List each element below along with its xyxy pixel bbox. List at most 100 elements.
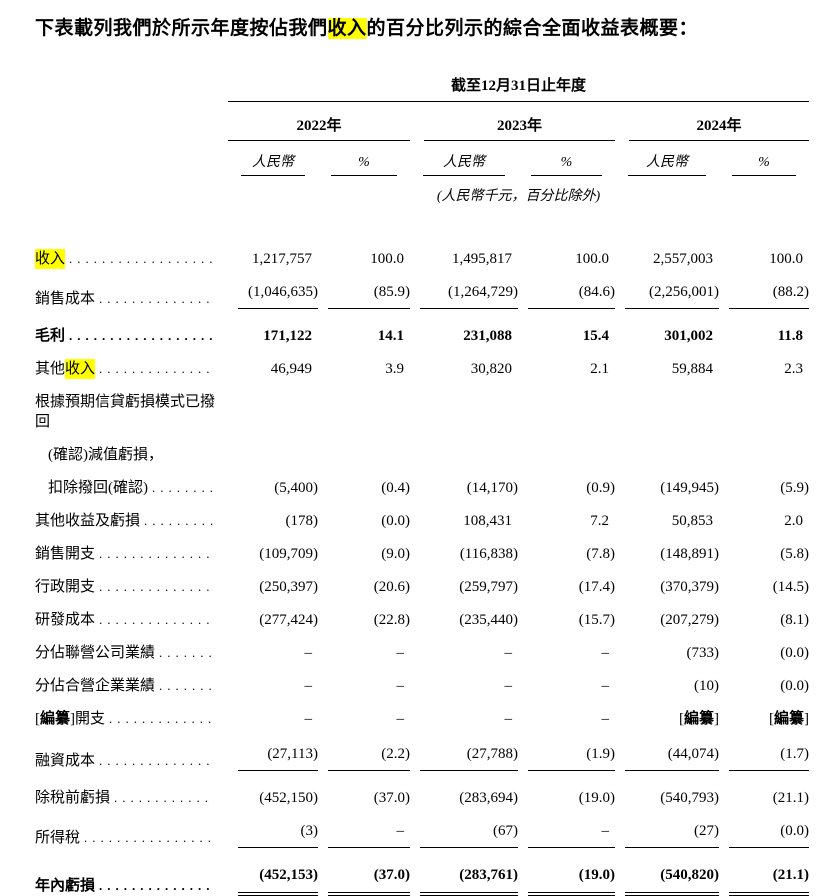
col-header-rmb: 人民幣 xyxy=(410,151,518,176)
table-cell: (19.0) xyxy=(578,790,615,806)
table-cell: (44,074) xyxy=(615,744,719,771)
table-cell: (9.0) xyxy=(381,546,410,562)
table-cell: (540,820) xyxy=(615,865,719,896)
table-cell: – xyxy=(396,678,405,694)
table-cell: – xyxy=(396,711,405,727)
dot-leader: ........................................… xyxy=(159,645,214,660)
table-cell: (3) xyxy=(228,821,318,848)
table-cell: (148,891) xyxy=(660,546,719,562)
table-cell: (235,440) xyxy=(459,612,518,628)
table-cell: (2.2) xyxy=(318,744,410,771)
row-label: 扣除撥回(確認)................................… xyxy=(35,478,228,498)
table-cell: (0.0) xyxy=(719,821,809,848)
table-cell: (37.0) xyxy=(318,865,410,896)
table-cell: – xyxy=(304,711,313,727)
table-cell: 231,088 xyxy=(463,328,512,344)
redaction-marker: 編纂 xyxy=(683,711,714,727)
row-label: 行政開支....................................… xyxy=(35,579,214,595)
table-cell: (27,113) xyxy=(228,744,318,771)
table-row: 收入......................................… xyxy=(35,249,832,269)
table-cell: (1,046,635) xyxy=(228,282,318,309)
table-cell: 50,853 xyxy=(671,513,713,529)
table-cell: (7.8) xyxy=(586,546,615,562)
table-cell: 1,217,757 xyxy=(252,251,312,267)
redaction-marker: 編纂 xyxy=(773,711,804,727)
table-cell: 301,002 xyxy=(664,328,713,344)
table-cell: (277,424) xyxy=(259,612,318,628)
table-cell: (37.0) xyxy=(373,790,410,806)
row-label: 除稅前虧損...................................… xyxy=(35,790,214,806)
table-cell: (17.4) xyxy=(578,579,615,595)
dot-leader: ........................................… xyxy=(99,361,214,376)
table-cell: (27) xyxy=(615,821,719,848)
table-cell: 100.0 xyxy=(370,251,404,267)
table-cell: 30,820 xyxy=(470,361,512,377)
table-cell: 59,884 xyxy=(671,361,713,377)
table-cell: (109,709) xyxy=(259,546,318,562)
table-cell: (0.9) xyxy=(586,480,615,496)
table-row: 銷售開支....................................… xyxy=(35,544,832,564)
col-header-pct: % xyxy=(318,155,410,176)
table-cell: 108,431 xyxy=(463,513,512,529)
row-label: 研發成本....................................… xyxy=(35,612,214,628)
table-cell: (14,170) xyxy=(466,480,518,496)
table-row: 毛利......................................… xyxy=(35,326,832,346)
row-label: 毛利......................................… xyxy=(35,326,228,346)
unit-note: (人民幣千元，百分比除外) xyxy=(436,189,601,204)
table-cell: 2.0 xyxy=(784,513,803,529)
table-row: 其他收入....................................… xyxy=(35,359,832,379)
table-row: 根據預期信貸虧損模式已撥回 xyxy=(35,392,832,432)
table-cell: (259,797) xyxy=(459,579,518,595)
row-label: 銷售成本....................................… xyxy=(35,291,214,307)
col-header-pct: % xyxy=(719,155,809,176)
table-cell: [編纂] xyxy=(768,711,809,727)
table-cell: 1,495,817 xyxy=(452,251,512,267)
table-cell: (5,400) xyxy=(274,480,318,496)
row-label: 其他收益及虧損.................................… xyxy=(35,511,228,531)
table-cell: (27,788) xyxy=(410,744,518,771)
table-cell: (0.0) xyxy=(780,678,809,694)
table-cell: (22.8) xyxy=(373,612,410,628)
table-cell: (733) xyxy=(686,645,720,661)
dot-leader: ........................................… xyxy=(99,546,214,561)
table-cell: – xyxy=(304,678,313,694)
table-cell: (85.9) xyxy=(318,282,410,309)
dot-leader: ........................................… xyxy=(69,251,214,266)
table-cell: (84.6) xyxy=(518,282,615,309)
table-cell: (452,150) xyxy=(259,790,318,806)
table-cell: (250,397) xyxy=(259,579,318,595)
table-cell: (5.9) xyxy=(780,480,809,496)
table-cell: 171,122 xyxy=(263,328,312,344)
period-header: 截至12月31日止年度 xyxy=(228,74,809,102)
row-label: 其他收入....................................… xyxy=(35,359,214,379)
table-row: [編纂]開支..................................… xyxy=(35,709,832,729)
row-label: 收入......................................… xyxy=(35,249,228,269)
dot-leader: ........................................… xyxy=(152,480,214,495)
row-label: 分佔聯營公司業績................................… xyxy=(35,645,214,661)
table-cell: (2,256,001) xyxy=(615,282,719,309)
table-row: 分佔聯營公司業績................................… xyxy=(35,643,832,663)
row-label: 分佔合營企業業績................................… xyxy=(35,678,214,694)
row-label: 根據預期信貸虧損模式已撥回 xyxy=(35,394,216,430)
table-row: 除稅前虧損...................................… xyxy=(35,788,832,808)
table-cell: – xyxy=(318,821,410,848)
financial-summary-table: 截至12月31日止年度 2022年 2023年 2024年 人民幣 % 人民幣 … xyxy=(35,74,832,896)
table-cell: (21.1) xyxy=(719,865,809,896)
table-cell: – xyxy=(601,711,610,727)
table-cell: – xyxy=(518,821,615,848)
table-cell: 7.2 xyxy=(590,513,609,529)
table-cell: (67) xyxy=(410,821,518,848)
table-cell: – xyxy=(504,711,513,727)
table-cell: 2.3 xyxy=(784,361,803,377)
table-cell: (178) xyxy=(285,513,319,529)
table-cell: (10) xyxy=(694,678,719,694)
table-cell: (0.0) xyxy=(780,645,809,661)
table-cell: (370,379) xyxy=(660,579,719,595)
table-cell: 3.9 xyxy=(385,361,404,377)
table-cell: (283,694) xyxy=(459,790,518,806)
dot-leader: ........................................… xyxy=(109,711,214,726)
row-label: 融資成本....................................… xyxy=(35,753,214,769)
highlighted-text: 收入 xyxy=(35,249,66,269)
dot-leader: ........................................… xyxy=(99,612,214,627)
dot-leader: ........................................… xyxy=(99,878,214,893)
